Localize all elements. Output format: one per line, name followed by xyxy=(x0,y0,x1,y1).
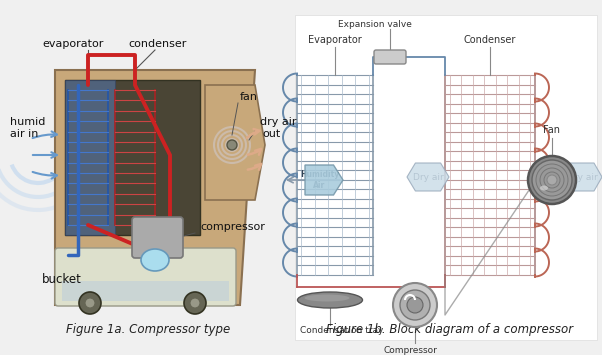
Circle shape xyxy=(79,292,101,314)
Circle shape xyxy=(407,297,423,313)
Polygon shape xyxy=(407,163,449,191)
Text: bucket: bucket xyxy=(42,273,82,286)
FancyBboxPatch shape xyxy=(132,217,183,258)
Ellipse shape xyxy=(297,292,362,308)
Circle shape xyxy=(393,283,437,327)
Circle shape xyxy=(85,298,95,308)
Ellipse shape xyxy=(540,186,548,191)
Bar xyxy=(62,281,229,301)
Polygon shape xyxy=(562,163,602,191)
Ellipse shape xyxy=(305,295,350,301)
Text: Humidity
Air: Humidity Air xyxy=(300,170,339,190)
Bar xyxy=(65,80,200,235)
FancyBboxPatch shape xyxy=(374,50,406,64)
Text: out: out xyxy=(262,129,281,139)
Text: Evaporator: Evaporator xyxy=(308,35,362,45)
Circle shape xyxy=(532,160,572,200)
Circle shape xyxy=(184,292,206,314)
Text: Dry air: Dry air xyxy=(412,173,444,181)
Text: dry air: dry air xyxy=(260,117,297,127)
Text: air in: air in xyxy=(10,129,39,139)
Circle shape xyxy=(190,298,200,308)
Text: compressor: compressor xyxy=(200,222,265,232)
Ellipse shape xyxy=(141,249,169,271)
Text: Expansion valve: Expansion valve xyxy=(338,20,412,29)
FancyBboxPatch shape xyxy=(55,248,236,306)
Polygon shape xyxy=(305,165,343,195)
Text: Compressor: Compressor xyxy=(383,346,437,355)
Text: Figure 1b. Block diagram of a compressor: Figure 1b. Block diagram of a compressor xyxy=(326,323,574,336)
Circle shape xyxy=(400,290,430,320)
Text: Fan: Fan xyxy=(544,125,560,135)
Circle shape xyxy=(227,140,237,150)
Text: condenser: condenser xyxy=(128,39,187,49)
Text: evaporator: evaporator xyxy=(42,39,104,49)
Polygon shape xyxy=(205,85,265,200)
Circle shape xyxy=(547,175,557,185)
Bar xyxy=(65,80,115,235)
Text: Figure 1a. Compressor type: Figure 1a. Compressor type xyxy=(66,323,230,336)
Circle shape xyxy=(528,156,576,204)
Text: Condenser: Condenser xyxy=(464,35,516,45)
Text: Dry air: Dry air xyxy=(566,173,597,181)
Text: Condensation tray: Condensation tray xyxy=(300,326,383,335)
Bar xyxy=(295,15,597,340)
Text: fan: fan xyxy=(240,92,258,102)
Text: humid: humid xyxy=(10,117,45,127)
Polygon shape xyxy=(55,70,255,305)
